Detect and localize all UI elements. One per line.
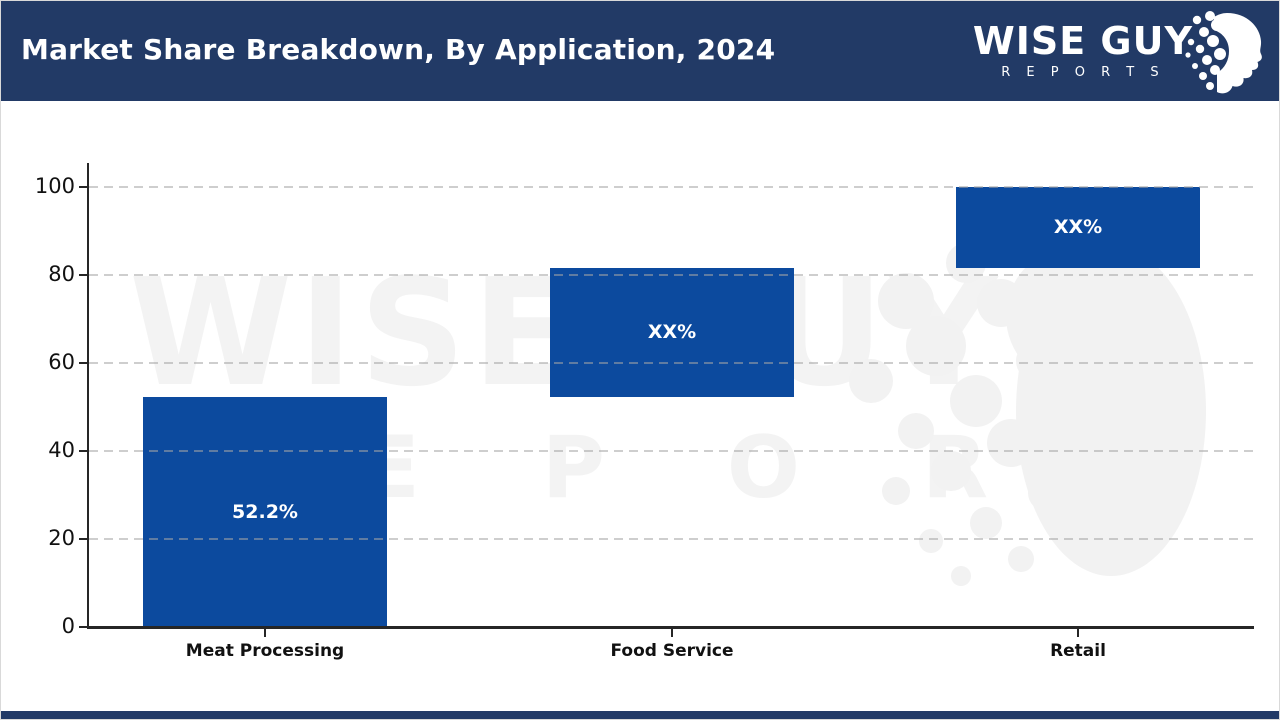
gridline-100	[89, 186, 1254, 188]
bar-value-label: 52.2%	[232, 501, 298, 524]
y-tick-100	[79, 186, 87, 188]
y-tick-0	[79, 626, 87, 628]
y-axis-line	[87, 163, 89, 629]
gridline-20	[89, 538, 1254, 540]
y-tick-label-40: 40	[48, 437, 75, 462]
y-tick-label-100: 100	[34, 173, 75, 198]
bar-value-label: XX%	[1053, 216, 1103, 239]
brand-logo: WISE GUY R E P O R T S	[973, 7, 1269, 95]
y-tick-60	[79, 362, 87, 364]
gridline-80	[89, 274, 1254, 276]
bar-retail: XX%	[956, 187, 1200, 268]
brand-wordmark: WISE GUY	[972, 19, 1193, 63]
brand-logo-text: WISE GUY R E P O R T S	[973, 22, 1193, 80]
bar-meat-processing: 52.2%	[143, 397, 387, 627]
footer-bar	[1, 711, 1279, 719]
y-tick-40	[79, 450, 87, 452]
watermark-head-icon	[849, 225, 1206, 586]
y-tick-label-60: 60	[48, 349, 75, 374]
page-title: Market Share Breakdown, By Application, …	[21, 33, 776, 66]
header-bar: Market Share Breakdown, By Application, …	[1, 1, 1279, 101]
x-tick-3	[1077, 629, 1079, 637]
y-tick-label-20: 20	[48, 525, 75, 550]
x-label-meat-processing: Meat Processing	[185, 641, 345, 661]
x-tick-1	[264, 629, 266, 637]
bar-food-service: XX%	[550, 267, 794, 398]
x-tick-2	[671, 629, 673, 637]
y-tick-20	[79, 538, 87, 540]
y-tick-label-80: 80	[48, 261, 75, 286]
gridline-60	[89, 362, 1254, 364]
x-label-retail: Retail	[1050, 641, 1106, 661]
x-axis-line	[87, 626, 1254, 629]
brand-head-icon	[1184, 11, 1262, 94]
gridline-40	[89, 450, 1254, 452]
y-tick-label-0: 0	[61, 613, 75, 638]
bar-value-label: XX%	[647, 321, 697, 344]
y-tick-80	[79, 274, 87, 276]
x-label-food-service: Food Service	[610, 641, 734, 661]
brand-tagline: R E P O R T S	[1001, 65, 1165, 80]
